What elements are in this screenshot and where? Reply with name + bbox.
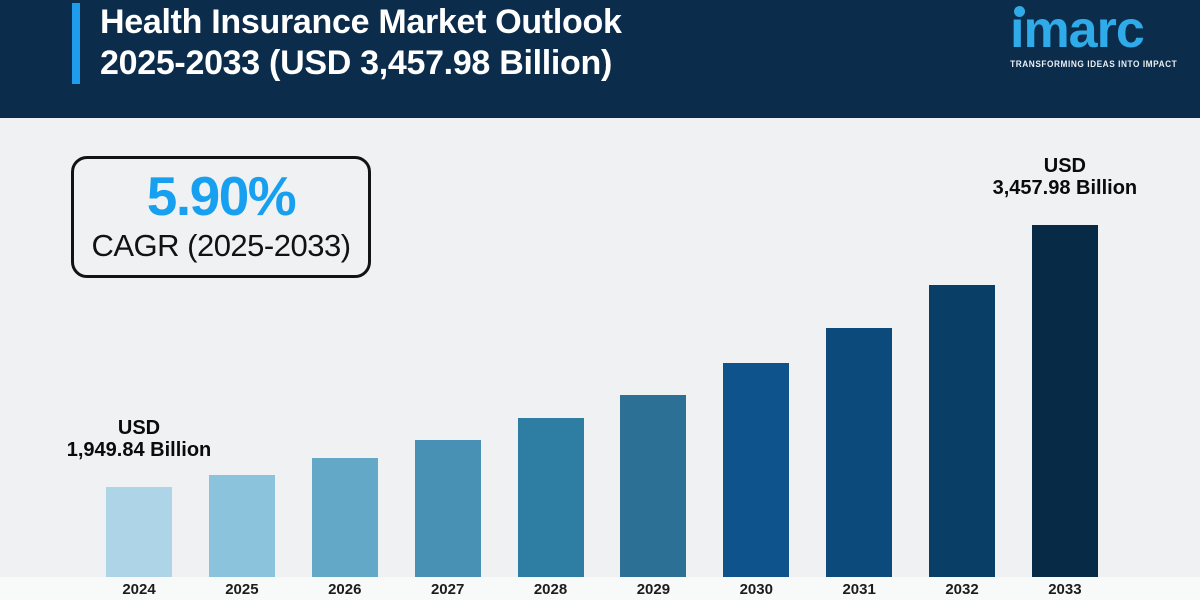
x-tick-2030: 2030 (739, 581, 773, 598)
bar-2024 (106, 487, 172, 577)
x-tick-2028: 2028 (533, 581, 568, 598)
bar-2032 (929, 285, 995, 577)
bar-2033 (1031, 225, 1098, 577)
bar-column-2028: 2028 (517, 418, 584, 598)
logo-i-dot (1014, 6, 1025, 17)
logo-wordmark: ımarc (1010, 1, 1145, 59)
chart-baseline-strip (0, 577, 1200, 600)
bar-column-2026: 2026 (311, 458, 378, 598)
header: Health Insurance Market Outlook 2025-203… (0, 0, 1200, 118)
x-tick-2024: 2024 (122, 581, 156, 598)
x-tick-2026: 2026 (328, 581, 362, 598)
x-tick-2033: 2033 (1048, 581, 1082, 598)
bar-column-2027: 2027 (414, 440, 481, 598)
x-tick-2029: 2029 (636, 581, 671, 598)
bar-column-2025: 2025 (208, 475, 275, 598)
bar-2028 (517, 418, 584, 577)
page-title-line1: Health Insurance Market Outlook (100, 3, 622, 41)
x-tick-2031: 2031 (842, 581, 876, 598)
bar-column-2033: 2033 USD 3,457.98 Billion (993, 155, 1138, 598)
bar-2025 (208, 475, 275, 577)
imarc-logo: ımarc TRANSFORMING IDEAS INTO IMPACT (1000, 1, 1178, 69)
cagr-label: CAGR (2025-2033) (91, 228, 351, 263)
bar-column-2029: 2029 (620, 395, 687, 598)
bar-2031 (826, 328, 893, 577)
x-tick-2032: 2032 (945, 581, 979, 598)
page-title-line2: 2025-2033 (USD 3,457.98 Billion) (100, 44, 612, 82)
bar-column-2030: 2030 (723, 363, 790, 598)
bar-2030 (723, 363, 790, 577)
bar-2026 (311, 458, 378, 577)
value-annotation-2033: USD 3,457.98 Billion (992, 155, 1138, 199)
cagr-value: 5.90% (146, 165, 297, 227)
page-title: Health Insurance Market Outlook 2025-203… (100, 2, 622, 84)
bar-column-2024: 2024 USD 1,949.84 Billion (67, 417, 212, 598)
title-accent-bar (72, 3, 80, 84)
bar-2027 (414, 440, 481, 577)
bar-2029 (620, 395, 687, 577)
bar-group: 2024 USD 1,949.84 Billion 2025 2026 2027 2028 2… (67, 155, 1138, 598)
x-tick-2025: 2025 (225, 581, 259, 598)
x-tick-2027: 2027 (430, 581, 465, 598)
bar-column-2032: 2032 (929, 285, 995, 598)
logo-tagline: TRANSFORMING IDEAS INTO IMPACT (1010, 59, 1178, 69)
value-annotation-2024: USD 1,949.84 Billion (66, 417, 212, 461)
bar-column-2031: 2031 (826, 328, 893, 598)
cagr-callout-box: 5.90% CAGR (2025-2033) (71, 156, 371, 278)
